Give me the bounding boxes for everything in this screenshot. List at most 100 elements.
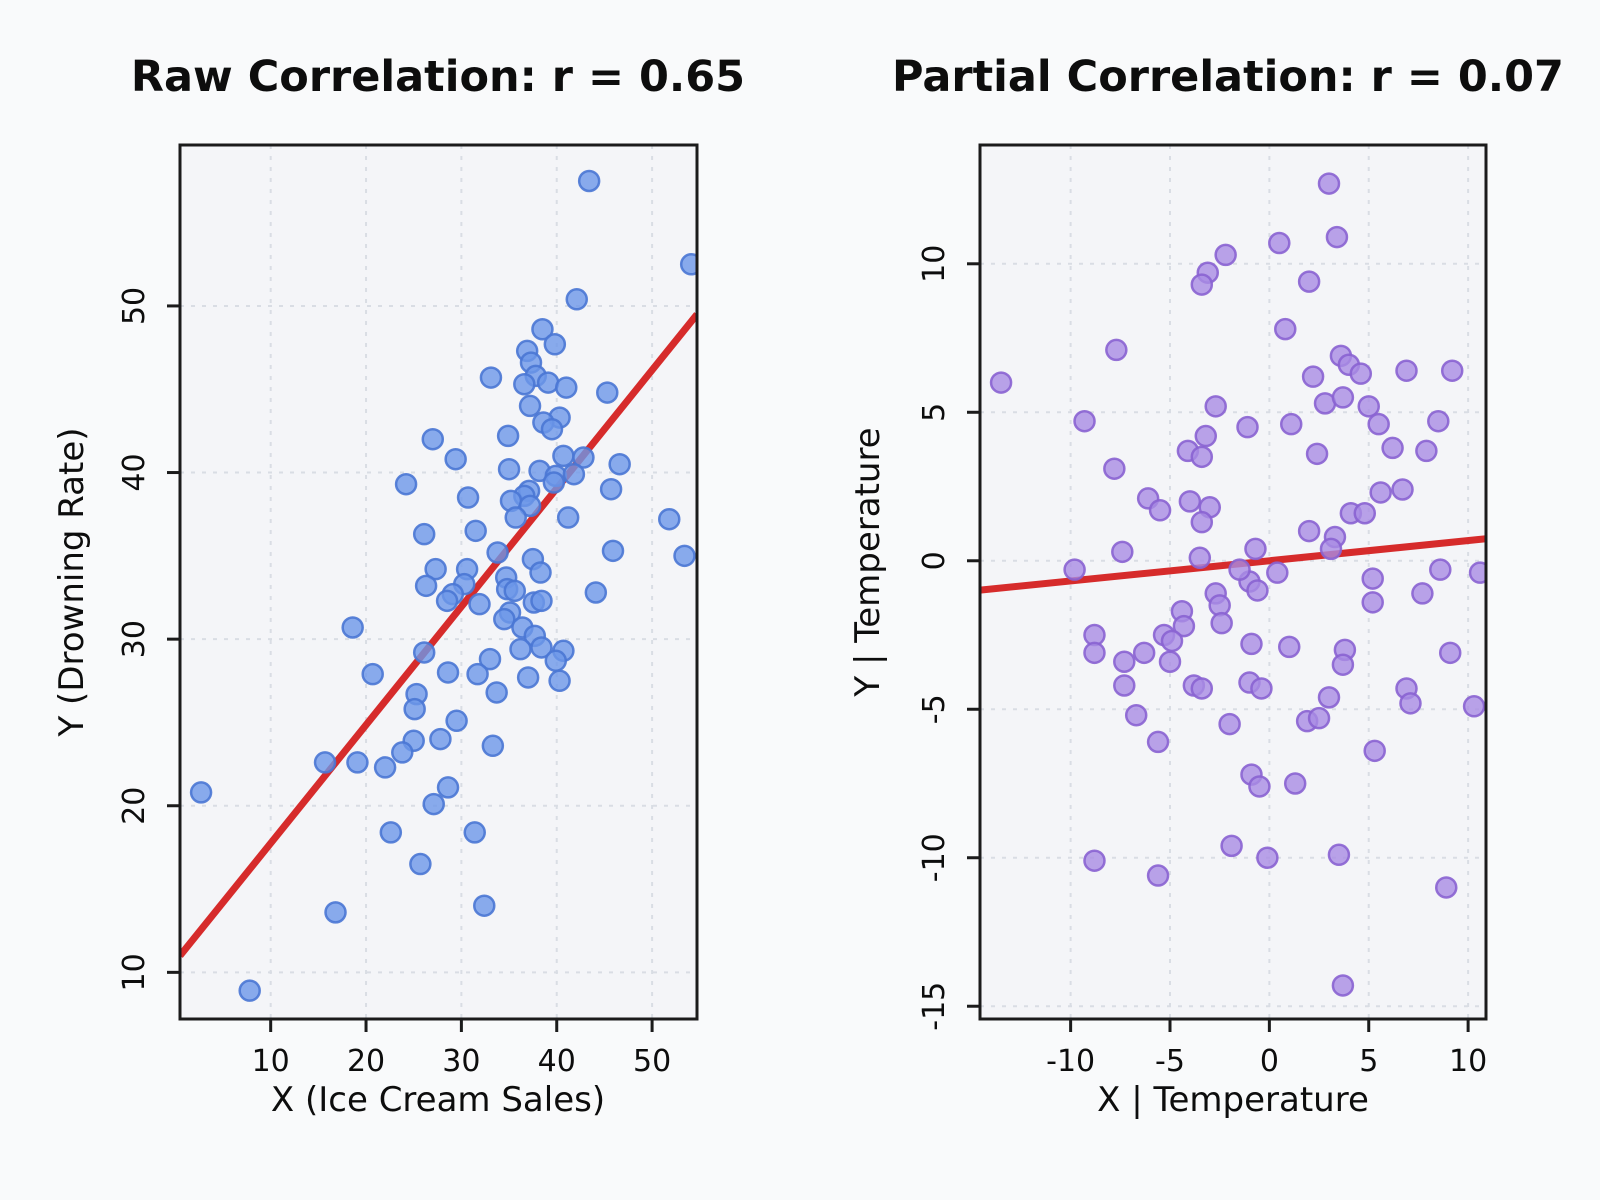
data-point	[518, 394, 542, 418]
data-point	[1331, 653, 1355, 676]
data-point	[513, 372, 536, 396]
data-point	[1063, 558, 1086, 581]
x-tick-label: -10	[1046, 1044, 1095, 1079]
data-point	[1268, 231, 1291, 255]
data-point	[1301, 365, 1325, 388]
data-point	[1073, 409, 1096, 433]
data-point	[1438, 641, 1462, 665]
x-tick-label: -5	[1155, 1044, 1185, 1079]
data-point	[1240, 632, 1263, 656]
y-tick-label: 5	[917, 403, 952, 422]
y-tick-label: 10	[917, 245, 952, 283]
data-point	[1178, 490, 1202, 513]
data-point	[601, 539, 625, 563]
data-point	[1274, 317, 1297, 341]
data-point	[540, 417, 564, 441]
right-y-axis-label: Y | Temperature	[848, 427, 888, 697]
data-point	[1194, 424, 1218, 448]
data-point	[552, 444, 575, 468]
data-point	[422, 792, 445, 816]
data-point	[1415, 439, 1438, 463]
data-point	[1218, 712, 1241, 736]
data-point	[436, 776, 460, 799]
x-tick-label: 50	[633, 1044, 671, 1079]
data-point	[1105, 338, 1128, 362]
data-point	[238, 979, 261, 1002]
x-tick-label: 40	[538, 1044, 576, 1079]
data-point	[1319, 537, 1343, 561]
y-tick-label: 30	[117, 620, 152, 658]
regression-line	[180, 312, 697, 958]
data-point	[504, 506, 527, 529]
y-tick-label: -5	[917, 694, 952, 724]
data-point	[1132, 641, 1156, 665]
data-point	[1395, 359, 1418, 382]
y-tick-label: -15	[917, 982, 952, 1031]
data-point	[531, 318, 554, 341]
data-point	[608, 452, 631, 476]
data-point	[565, 288, 589, 311]
data-point	[1305, 442, 1329, 466]
data-point	[556, 506, 580, 529]
y-tick-label: 0	[917, 551, 952, 570]
y-tick-label: 50	[117, 287, 152, 325]
data-point	[1468, 561, 1486, 584]
data-point	[1190, 273, 1214, 296]
data-point	[1440, 359, 1464, 382]
data-point	[1214, 243, 1237, 267]
data-point	[1325, 225, 1349, 249]
data-point	[481, 734, 505, 758]
data-point	[466, 662, 489, 686]
right-panel-title: Partial Correlation: r = 0.07	[892, 52, 1564, 102]
right-x-axis-label: X | Temperature	[1097, 1080, 1369, 1120]
data-point	[673, 544, 696, 568]
data-point	[1399, 692, 1422, 715]
data-point	[1411, 582, 1434, 605]
data-point	[1427, 409, 1450, 433]
data-point	[435, 589, 459, 613]
data-point	[536, 371, 560, 394]
y-tick-label: 10	[117, 953, 152, 991]
data-point	[424, 557, 447, 581]
data-point	[412, 641, 436, 664]
left-x-axis-label: X (Ice Cream Sales)	[270, 1080, 606, 1120]
x-tick-label: 0	[1260, 1044, 1279, 1079]
data-point	[485, 681, 508, 704]
data-point	[548, 669, 571, 693]
data-point	[414, 574, 438, 598]
x-tick-label: 5	[1359, 1044, 1378, 1079]
data-point	[1297, 270, 1321, 293]
data-point	[1279, 412, 1303, 436]
data-point	[1283, 772, 1307, 795]
data-point	[324, 901, 347, 924]
data-point	[429, 727, 452, 751]
left-y-axis-label: Y (Drowning Rate)	[52, 427, 92, 737]
data-point	[1429, 558, 1452, 581]
data-point	[1391, 478, 1414, 501]
data-point	[409, 852, 432, 876]
x-tick-label: 20	[347, 1044, 385, 1079]
data-point	[544, 649, 568, 673]
data-point	[486, 541, 509, 564]
data-point	[1307, 706, 1331, 730]
data-point	[518, 494, 542, 518]
data-point	[1148, 499, 1172, 522]
data-point	[1331, 386, 1355, 409]
data-point	[1188, 546, 1212, 570]
data-point	[989, 371, 1013, 394]
y-tick-label: 40	[117, 453, 152, 491]
data-point	[1158, 650, 1182, 673]
data-point	[1190, 677, 1214, 700]
data-point	[1236, 415, 1259, 439]
plot-area	[180, 145, 697, 1019]
data-point	[444, 447, 467, 471]
data-point	[1369, 481, 1392, 504]
data-point	[391, 741, 414, 764]
x-tick-label: 10	[252, 1044, 290, 1079]
x-tick-label: 10	[1449, 1044, 1487, 1079]
data-point	[1317, 686, 1341, 709]
data-point	[394, 472, 418, 496]
data-point	[1331, 974, 1355, 997]
data-point	[577, 169, 601, 193]
